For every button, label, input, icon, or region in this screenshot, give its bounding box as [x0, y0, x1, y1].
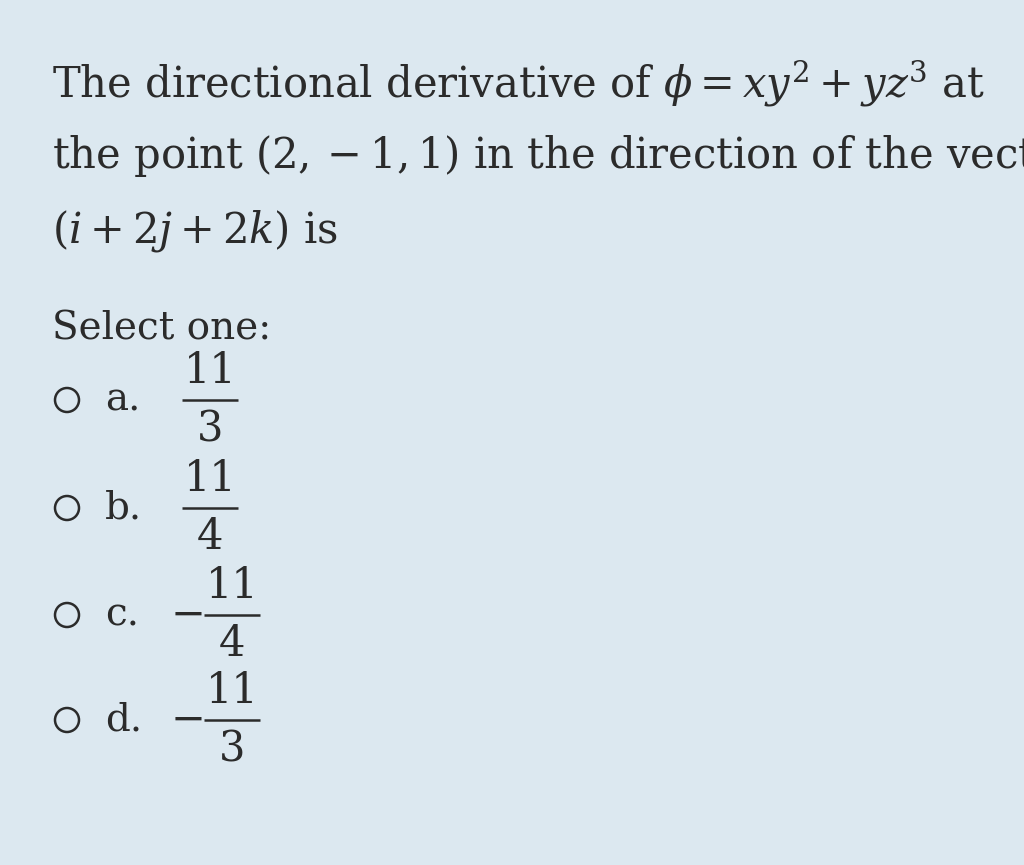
Text: −: −: [170, 699, 205, 741]
Text: −: −: [170, 594, 205, 636]
Text: $(i + 2j + 2k)$ is: $(i + 2j + 2k)$ is: [52, 208, 338, 254]
Text: 11: 11: [206, 670, 258, 712]
Text: 4: 4: [219, 623, 246, 665]
Text: 4: 4: [197, 516, 223, 558]
Text: the point $(2, -1, 1)$ in the direction of the vector: the point $(2, -1, 1)$ in the direction …: [52, 133, 1024, 179]
Text: b.: b.: [105, 490, 142, 527]
Text: The directional derivative of $\phi = xy^2 + yz^3$ at: The directional derivative of $\phi = xy…: [52, 58, 985, 109]
Text: 11: 11: [183, 350, 237, 392]
Text: 3: 3: [197, 408, 223, 450]
Text: Select one:: Select one:: [52, 310, 271, 347]
Text: 11: 11: [206, 565, 258, 607]
Text: a.: a.: [105, 381, 140, 419]
Text: c.: c.: [105, 597, 139, 633]
Text: d.: d.: [105, 702, 142, 739]
Text: 11: 11: [183, 458, 237, 500]
Text: 3: 3: [219, 728, 246, 770]
